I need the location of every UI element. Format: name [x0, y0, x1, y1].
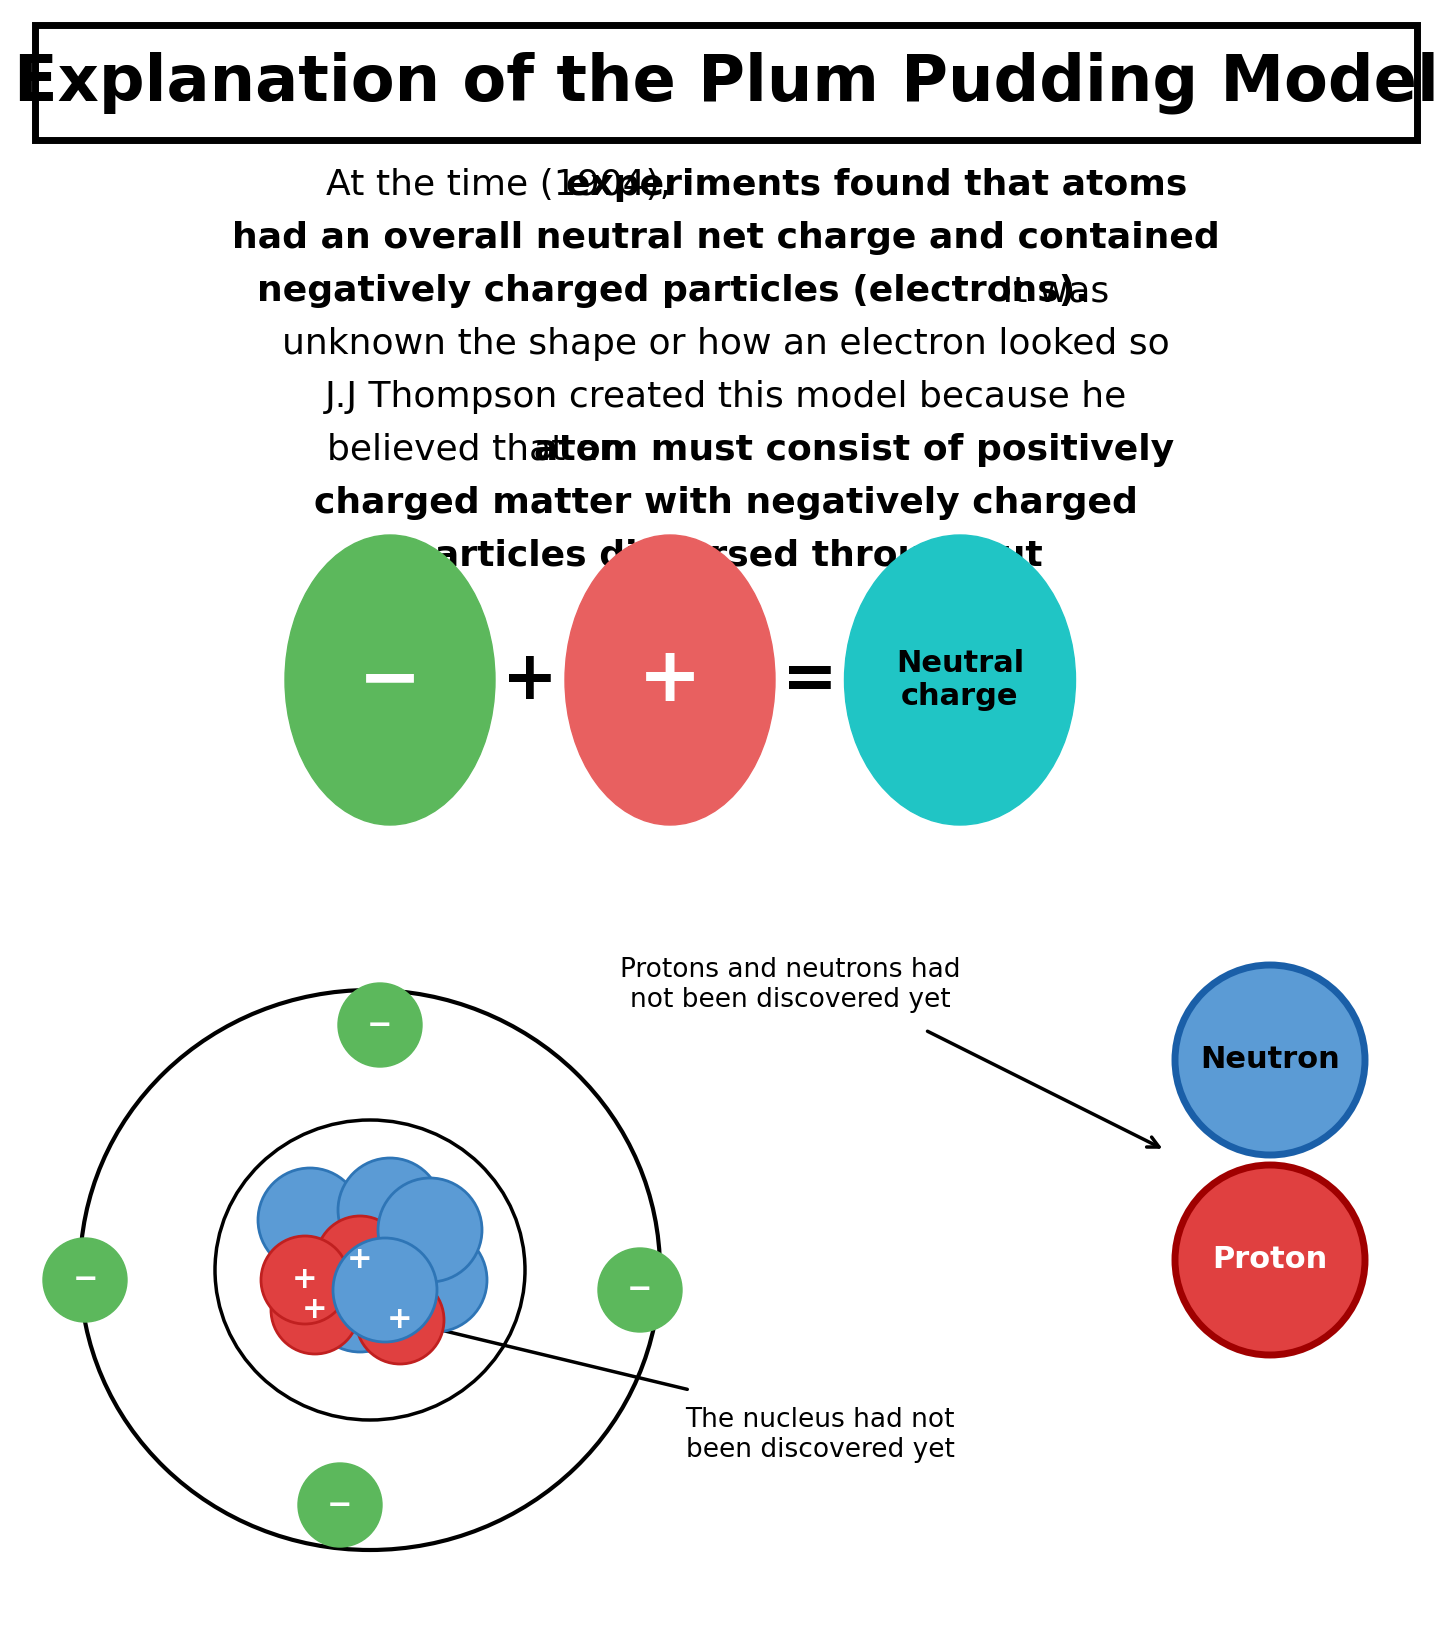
Text: experiments found that atoms: experiments found that atoms	[566, 169, 1188, 201]
Circle shape	[338, 983, 423, 1066]
Text: It was: It was	[992, 274, 1109, 308]
Circle shape	[356, 1276, 444, 1364]
Circle shape	[338, 1158, 441, 1261]
Ellipse shape	[845, 536, 1076, 826]
Text: charged matter with negatively charged: charged matter with negatively charged	[314, 486, 1138, 519]
Text: unknown the shape or how an electron looked so: unknown the shape or how an electron loo…	[282, 328, 1170, 360]
Circle shape	[378, 1178, 482, 1283]
Text: −: −	[73, 1266, 97, 1294]
Ellipse shape	[285, 536, 495, 826]
Circle shape	[272, 1266, 359, 1355]
Text: +: +	[502, 647, 558, 713]
Circle shape	[258, 1168, 362, 1273]
Circle shape	[333, 1238, 437, 1342]
Text: Neutral
charge: Neutral charge	[896, 649, 1024, 711]
Text: +: +	[637, 644, 701, 717]
Text: atom must consist of positively: atom must consist of positively	[534, 432, 1175, 467]
Text: believed that an: believed that an	[328, 432, 633, 467]
Text: =: =	[783, 647, 838, 713]
Text: had an overall neutral net charge and contained: had an overall neutral net charge and co…	[232, 221, 1220, 256]
Text: +: +	[302, 1296, 328, 1325]
Text: −: −	[367, 1011, 392, 1040]
Circle shape	[308, 1248, 412, 1351]
Text: At the time (1904),: At the time (1904),	[327, 169, 682, 201]
Text: Explanation of the Plum Pudding Model: Explanation of the Plum Pudding Model	[13, 51, 1439, 113]
Text: +: +	[388, 1305, 412, 1335]
Text: −: −	[359, 644, 423, 717]
Circle shape	[298, 1463, 382, 1546]
Text: The nucleus had not
been discovered yet: The nucleus had not been discovered yet	[685, 1407, 955, 1463]
Circle shape	[1175, 1165, 1365, 1355]
Text: particles dispersed throughout: particles dispersed throughout	[409, 539, 1043, 573]
Text: +: +	[347, 1245, 373, 1274]
Text: −: −	[627, 1276, 653, 1304]
Text: −: −	[327, 1491, 353, 1520]
FancyBboxPatch shape	[35, 25, 1417, 139]
Text: Neutron: Neutron	[1201, 1045, 1340, 1075]
Text: Proton: Proton	[1212, 1245, 1327, 1274]
Circle shape	[383, 1228, 486, 1332]
Circle shape	[1175, 965, 1365, 1155]
Ellipse shape	[565, 536, 775, 826]
Circle shape	[598, 1248, 682, 1332]
Text: +: +	[292, 1266, 318, 1294]
Text: Protons and neutrons had
not been discovered yet: Protons and neutrons had not been discov…	[620, 957, 960, 1012]
Text: J.J Thompson created this model because he: J.J Thompson created this model because …	[325, 380, 1127, 414]
Circle shape	[317, 1215, 404, 1304]
Circle shape	[44, 1238, 126, 1322]
Circle shape	[261, 1237, 348, 1324]
Text: negatively charged particles (electrons).: negatively charged particles (electrons)…	[257, 274, 1089, 308]
